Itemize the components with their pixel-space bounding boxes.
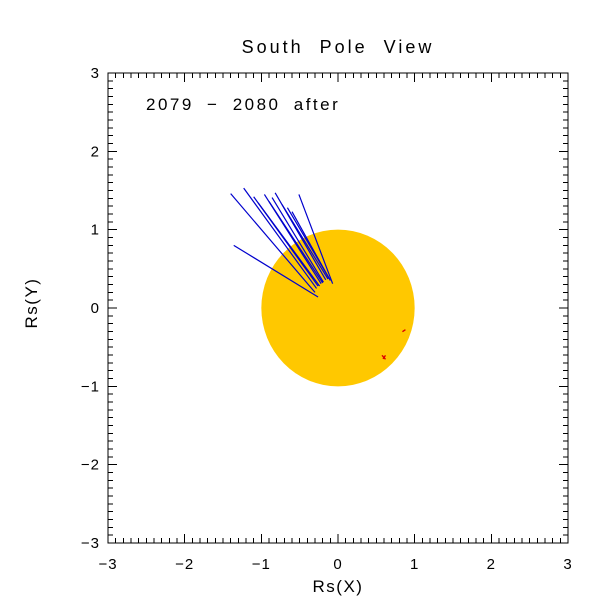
chart-annotation: 2079 − 2080 after <box>146 95 341 114</box>
x-tick-label: 0 <box>333 556 342 573</box>
sun-disk <box>261 229 415 387</box>
ray-line <box>291 211 331 281</box>
y-tick-label: −3 <box>81 535 100 552</box>
y-tick-label: 1 <box>91 222 100 239</box>
x-tick-label: 3 <box>563 556 572 573</box>
chart-title: South Pole View <box>241 37 435 57</box>
x-tick-label: −2 <box>175 556 194 573</box>
x-tick-label: −3 <box>98 556 117 573</box>
x-tick-label: 2 <box>487 556 496 573</box>
x-tick-label: −1 <box>252 556 271 573</box>
ray-line <box>230 193 316 293</box>
ray-line <box>271 197 324 283</box>
ray-line <box>233 244 319 298</box>
ray-line <box>257 202 321 287</box>
x-tick-label: 1 <box>410 556 419 573</box>
ray-line <box>281 204 329 280</box>
x-axis-label: Rs(X) <box>312 577 364 596</box>
y-tick-label: 3 <box>91 65 100 82</box>
y-axis-label: Rs(Y) <box>22 277 41 329</box>
ray-line <box>243 187 318 289</box>
y-tick-label: 2 <box>91 143 100 160</box>
y-tick-label: −2 <box>81 457 100 474</box>
ray-line <box>298 194 334 284</box>
ray-line <box>268 201 324 284</box>
red-marker <box>381 354 387 360</box>
y-tick-label: 0 <box>91 300 100 317</box>
red-marker <box>402 329 406 333</box>
y-tick-label: −1 <box>81 378 100 395</box>
